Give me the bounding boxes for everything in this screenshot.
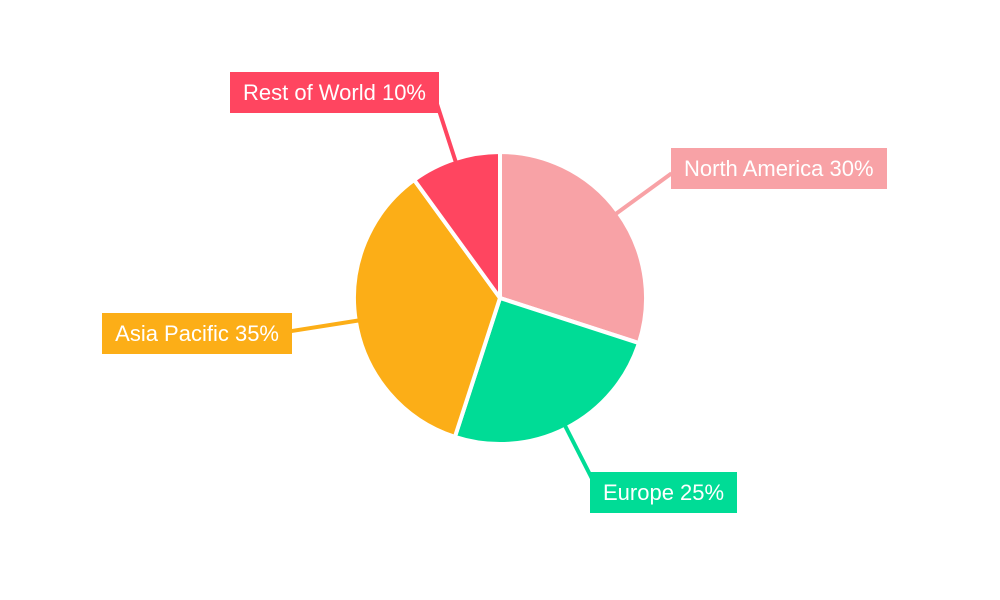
pie-label-europe: Europe 25%: [590, 472, 738, 513]
leader-line-north-america: [612, 171, 673, 217]
leader-line-asia-pacific: [290, 318, 362, 334]
pie-label-rest-of-world: Rest of World 10%: [229, 72, 439, 113]
pie-label-north-america: North America 30%: [671, 148, 887, 189]
pie-label-asia-pacific: Asia Pacific 35%: [102, 313, 292, 354]
